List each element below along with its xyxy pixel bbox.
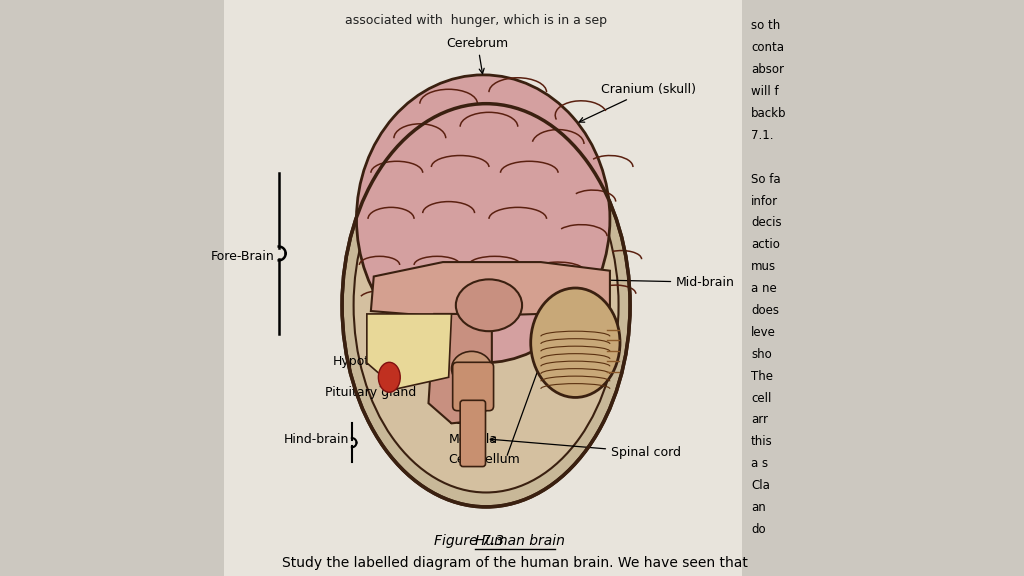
Text: so th: so th	[751, 20, 780, 32]
Ellipse shape	[452, 351, 492, 386]
Polygon shape	[428, 314, 492, 423]
Text: infor: infor	[751, 195, 778, 207]
Text: actio: actio	[751, 238, 780, 251]
Text: will f: will f	[751, 85, 778, 98]
Ellipse shape	[456, 279, 522, 331]
FancyBboxPatch shape	[460, 400, 485, 467]
Text: leve: leve	[751, 326, 776, 339]
Text: Cla: Cla	[751, 479, 770, 492]
Ellipse shape	[353, 118, 618, 492]
Text: sho: sho	[751, 348, 772, 361]
Text: 7.1.: 7.1.	[751, 129, 773, 142]
FancyBboxPatch shape	[453, 362, 494, 411]
Text: Cerebrum: Cerebrum	[446, 37, 509, 74]
FancyBboxPatch shape	[224, 0, 742, 576]
Polygon shape	[367, 314, 452, 389]
Text: does: does	[751, 304, 779, 317]
Text: Mid-brain: Mid-brain	[571, 276, 735, 289]
Text: decis: decis	[751, 217, 781, 229]
Text: associated with  hunger, which is in a sep: associated with hunger, which is in a se…	[345, 14, 607, 26]
Text: Study the labelled diagram of the human brain. We have seen that: Study the labelled diagram of the human …	[282, 556, 748, 570]
Text: this: this	[751, 435, 773, 448]
Text: Medulla: Medulla	[449, 433, 498, 446]
Text: Pons: Pons	[449, 414, 477, 427]
Text: do: do	[751, 523, 766, 536]
Text: Spinal cord: Spinal cord	[490, 437, 681, 458]
Text: The: The	[751, 370, 773, 382]
Text: So fa: So fa	[751, 173, 780, 185]
Polygon shape	[371, 262, 610, 317]
Text: Cerebellum: Cerebellum	[449, 453, 520, 466]
Text: a s: a s	[751, 457, 768, 470]
Text: cell: cell	[751, 392, 771, 404]
Text: Pituitary gland: Pituitary gland	[326, 386, 417, 399]
Text: conta: conta	[751, 41, 784, 54]
Text: Fore-Brain: Fore-Brain	[211, 250, 274, 263]
Text: Hypothalamus: Hypothalamus	[333, 340, 424, 367]
Ellipse shape	[530, 288, 620, 397]
Ellipse shape	[379, 362, 400, 392]
Text: absor: absor	[751, 63, 784, 76]
Text: Hind-brain: Hind-brain	[285, 433, 349, 446]
Text: mus: mus	[751, 260, 776, 273]
Text: Cranium (skull): Cranium (skull)	[580, 83, 696, 122]
Text: a ne: a ne	[751, 282, 777, 295]
Text: Human brain: Human brain	[474, 535, 564, 548]
Text: an: an	[751, 501, 766, 514]
Text: backb: backb	[751, 107, 786, 120]
Text: arr: arr	[751, 414, 768, 426]
Ellipse shape	[356, 75, 610, 363]
Ellipse shape	[342, 104, 630, 507]
Text: Figure 7.3: Figure 7.3	[434, 535, 517, 548]
